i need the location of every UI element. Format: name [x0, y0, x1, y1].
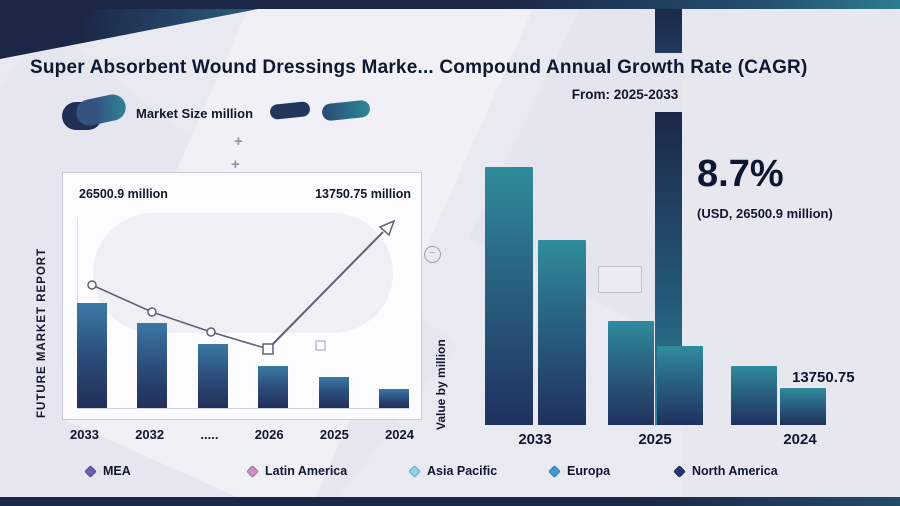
- left-bar-2032: [137, 323, 168, 408]
- left-x-label: 2033: [70, 427, 99, 442]
- legend-marker: [246, 464, 259, 478]
- left-bar-2025: [318, 377, 349, 408]
- left-x-label: 2024: [385, 427, 414, 442]
- legend-item-latin-america: Latin America: [246, 464, 348, 478]
- end-value-2024: 13750.75: [792, 369, 855, 386]
- side-ribbon-top: [655, 9, 682, 53]
- tooltip-box-decoration: [598, 266, 642, 293]
- legend-marker: [548, 464, 561, 478]
- pill-icon: [62, 92, 132, 132]
- legend-marker: [84, 464, 97, 478]
- minus-circle-icon: −: [424, 246, 441, 263]
- left-x-label: 2032: [135, 427, 165, 442]
- market-size-label: Market Size million: [136, 106, 254, 121]
- left-x-label: .....: [200, 427, 219, 442]
- legend-item-asia-pacific: Asia Pacific: [408, 464, 498, 478]
- left-bar-2033: [77, 303, 107, 408]
- legend-item-mea: MEA: [84, 464, 131, 478]
- left-chart-bars: [77, 303, 409, 409]
- start-value-label: 26500.9 million: [79, 187, 168, 201]
- legend-item-north-america: North America: [673, 464, 778, 478]
- cagr-value: 8.7%: [697, 153, 784, 195]
- plus-icon: +: [234, 133, 243, 150]
- left-bar-2026: [258, 366, 289, 408]
- left-bar-2024: [378, 389, 409, 408]
- page-title: Super Absorbent Wound Dressings Marke...…: [30, 57, 808, 78]
- legend-marker: [408, 464, 421, 478]
- plus-icon: +: [231, 156, 240, 173]
- left-x-label: 2025: [319, 427, 349, 442]
- panel-end-value-label: 13750.75 million: [315, 187, 411, 201]
- legend-label: Europa: [567, 464, 611, 478]
- left-x-label: 2026: [254, 427, 284, 442]
- legend-label: MEA: [103, 464, 131, 478]
- left-chart-panel: 26500.9 million 13750.75 million: [62, 172, 422, 420]
- left-bar-.....: [197, 344, 228, 408]
- top-strip: [0, 0, 900, 9]
- period-label: From: 2025-2033: [571, 87, 679, 102]
- legend-item-europa: Europa: [548, 464, 611, 478]
- legend-label: Latin America: [265, 464, 348, 478]
- left-x-labels: 2033 2032..... 2026 2025 2024: [62, 427, 422, 442]
- legend-label: Asia Pacific: [427, 464, 498, 478]
- bottom-strip: [0, 497, 900, 506]
- legend-label: North America: [692, 464, 778, 478]
- cagr-detail: (USD, 26500.9 million): [697, 206, 833, 221]
- legend-marker: [673, 464, 686, 478]
- trend-line: [87, 219, 396, 355]
